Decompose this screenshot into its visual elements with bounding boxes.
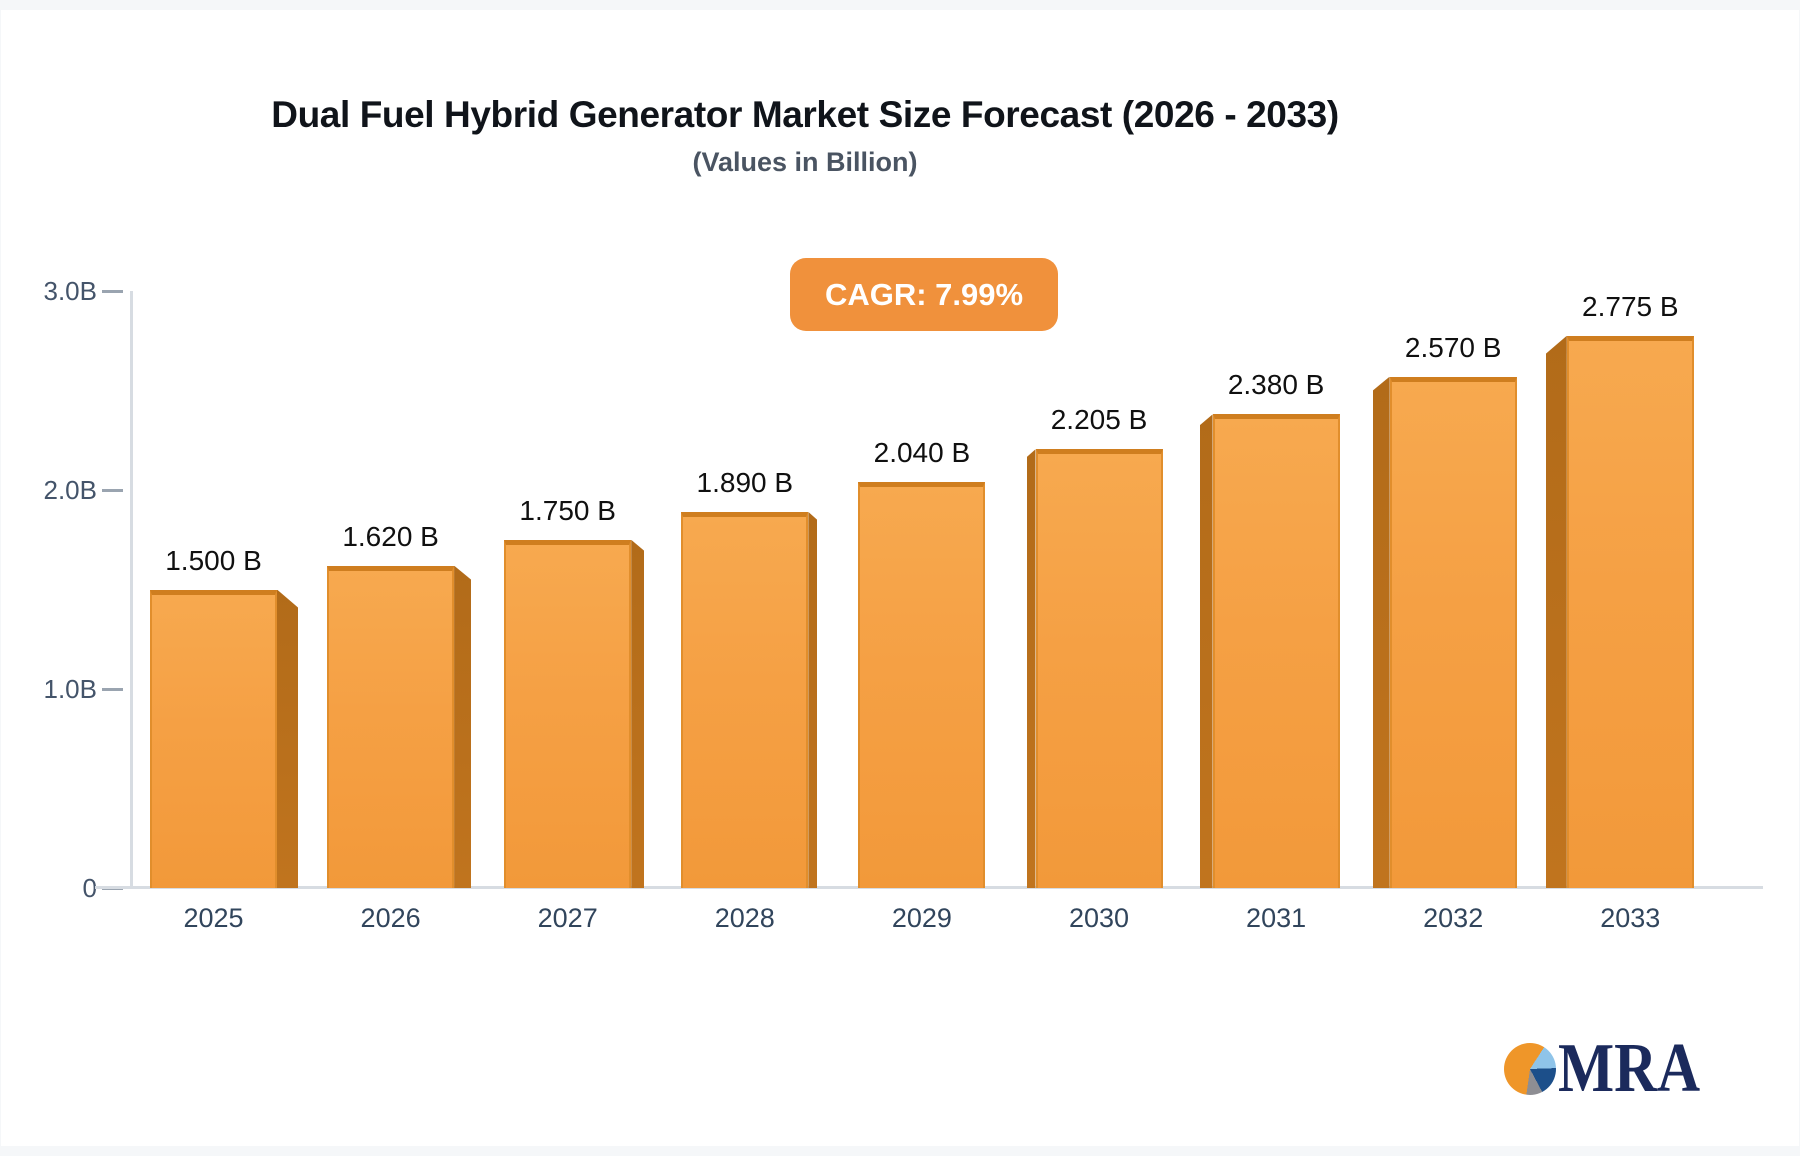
chart-title: Dual Fuel Hybrid Generator Market Size F… bbox=[271, 94, 1339, 135]
brand-logo-text: MRA bbox=[1558, 1030, 1701, 1107]
bar-2030 bbox=[1026, 449, 1163, 888]
bar-2025 bbox=[150, 589, 298, 888]
bar-2032 bbox=[1372, 376, 1517, 888]
y-axis-tick-label: 3.0B bbox=[43, 276, 98, 306]
x-axis-category-label: 2027 bbox=[537, 903, 598, 933]
bar-side-face bbox=[1545, 335, 1567, 888]
y-axis-tick-label: 1.0B bbox=[43, 674, 98, 704]
chart-subtitle: (Values in Billion) bbox=[692, 147, 918, 177]
bar-front-face bbox=[327, 565, 455, 888]
bar-value-label: 1.620 B bbox=[342, 520, 439, 552]
y-axis-tick-label: 2.0B bbox=[43, 475, 98, 505]
x-axis-category-label: 2031 bbox=[1246, 903, 1307, 933]
bar-front-face bbox=[858, 482, 986, 888]
bar-front-face bbox=[1035, 449, 1163, 888]
bar-front-face bbox=[1566, 335, 1694, 888]
pie-chart-logo-icon bbox=[1504, 1043, 1556, 1095]
y-axis-tick-mark bbox=[102, 489, 123, 492]
bar-front-face bbox=[150, 589, 277, 888]
bar-value-label: 2.040 B bbox=[873, 437, 971, 469]
bar-value-label: 2.380 B bbox=[1227, 369, 1325, 401]
bar-front-face bbox=[1212, 414, 1340, 888]
bar-2029 bbox=[858, 482, 986, 888]
bar-value-label: 1.890 B bbox=[696, 466, 794, 498]
bar-side-face bbox=[1372, 376, 1390, 888]
cagr-badge-label: CAGR: 7.99% bbox=[824, 276, 1024, 312]
x-axis-category-label: 2032 bbox=[1423, 903, 1484, 933]
bar-2026 bbox=[327, 565, 472, 888]
x-axis-category-label: 2030 bbox=[1068, 903, 1130, 933]
bar-value-label: 2.205 B bbox=[1050, 404, 1148, 436]
bar-side-face bbox=[454, 565, 472, 888]
y-axis-line bbox=[130, 291, 133, 888]
y-axis-tick-mark bbox=[102, 688, 123, 691]
bar-front-face bbox=[681, 511, 809, 888]
y-axis-tick-label: 0 bbox=[82, 873, 97, 903]
x-axis-category-label: 2033 bbox=[1600, 903, 1661, 933]
bar-side-face bbox=[1026, 449, 1036, 888]
bar-side-face bbox=[277, 589, 298, 888]
x-axis-category-label: 2026 bbox=[360, 903, 421, 933]
bar-value-label: 2.570 B bbox=[1404, 331, 1502, 363]
bar-front-face bbox=[504, 539, 632, 888]
x-axis-category-label: 2029 bbox=[891, 903, 952, 933]
brand-logo: MRA bbox=[1504, 1032, 1725, 1106]
bar-value-label: 1.500 B bbox=[165, 544, 262, 576]
bar-value-label: 2.775 B bbox=[1582, 290, 1679, 322]
bar-value-label: 1.750 B bbox=[519, 494, 616, 526]
bar-front-face bbox=[1389, 376, 1517, 888]
bar-2028 bbox=[681, 511, 818, 888]
bar-side-face bbox=[808, 511, 818, 888]
cagr-badge: CAGR: 7.99% bbox=[790, 258, 1058, 331]
bar-2031 bbox=[1199, 414, 1340, 888]
bar-2033 bbox=[1545, 335, 1694, 888]
bar-side-face bbox=[1199, 414, 1213, 888]
x-axis-category-label: 2025 bbox=[183, 903, 244, 933]
y-axis-tick-mark bbox=[102, 290, 123, 293]
bar-2027 bbox=[504, 539, 645, 888]
bar-side-face bbox=[631, 539, 645, 888]
x-axis-category-label: 2028 bbox=[714, 903, 775, 933]
